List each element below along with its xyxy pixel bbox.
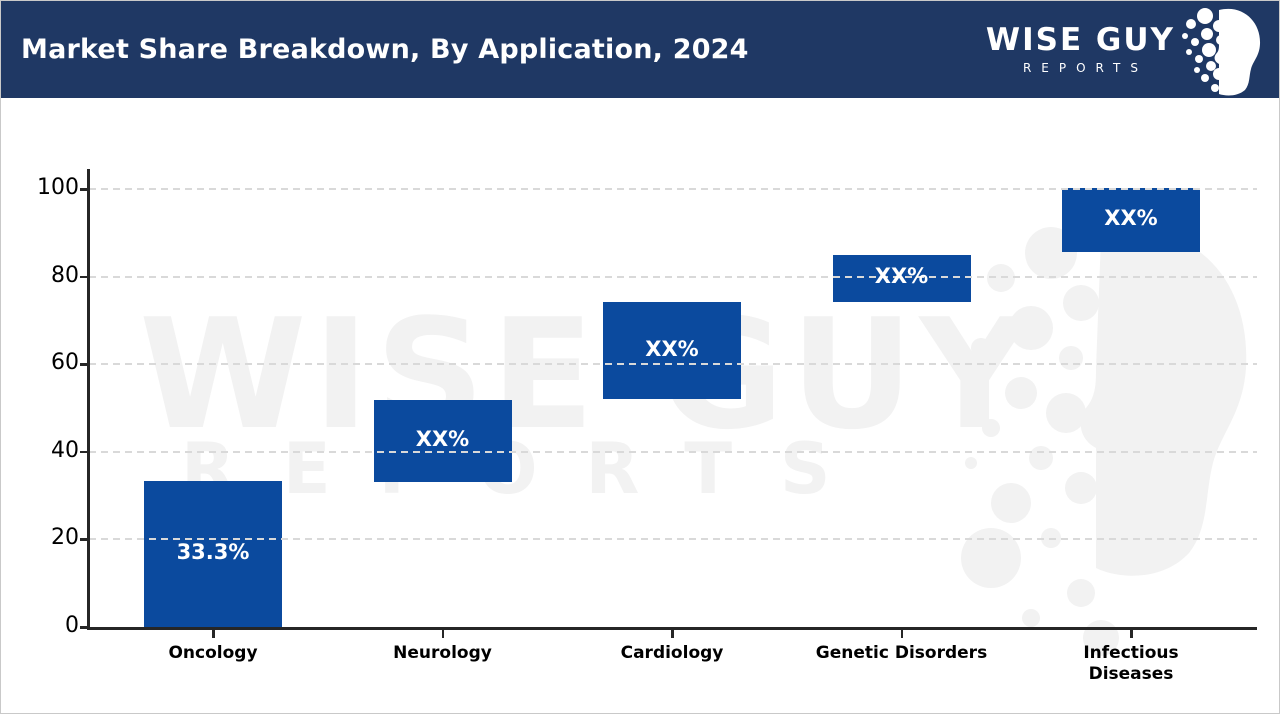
bar <box>1062 187 1200 253</box>
watermark-wordmark: WISE GUY <box>139 286 1036 463</box>
x-axis-label: Neurology <box>393 643 492 663</box>
logo-text: WISE GUY REPORTS <box>985 21 1175 75</box>
x-axis <box>87 627 1257 630</box>
bar <box>373 399 512 482</box>
wise-guy-reports-logo: WISE GUY REPORTS <box>986 4 1279 96</box>
y-tick-label: 20 <box>51 525 79 551</box>
x-tick <box>441 629 444 638</box>
watermark-reports: REPORTS <box>181 428 879 510</box>
y-tick <box>80 538 89 541</box>
bar <box>832 254 971 302</box>
y-axis <box>87 169 90 630</box>
y-tick <box>80 450 89 454</box>
bar-value-label: XX% <box>645 336 699 361</box>
logo-tagline: REPORTS <box>1022 60 1148 75</box>
bar <box>144 481 282 627</box>
bar-value-label: XX% <box>874 264 929 289</box>
y-tick-label: 80 <box>51 262 79 288</box>
y-tick-label: 0 <box>65 613 79 638</box>
y-tick <box>80 188 89 191</box>
waterfall-chart: WISE GUY REPORTS 0 20 40 60 80 100 33.3% Oncolo… <box>1 98 1279 713</box>
watermark-head-graphic <box>961 227 1247 656</box>
x-tick <box>671 629 674 638</box>
logo-head-icon <box>1182 7 1261 95</box>
bar-value-label: XX% <box>1104 206 1158 231</box>
gridline <box>89 275 1257 278</box>
gridline <box>89 450 1257 453</box>
gridline <box>89 188 1257 190</box>
y-tick <box>80 363 89 366</box>
y-tick <box>80 275 89 279</box>
bar <box>603 302 741 399</box>
gridline <box>89 538 1257 541</box>
y-tick <box>80 626 89 629</box>
header-banner: Market Share Breakdown, By Application, … <box>1 1 1279 98</box>
x-axis-label: Infectious Diseases <box>1083 643 1179 685</box>
x-axis-label: Cardiology <box>620 643 724 663</box>
bar-value-label: XX% <box>415 426 470 451</box>
page-title: Market Share Breakdown, By Application, … <box>21 34 749 65</box>
y-tick-label: 100 <box>37 175 79 200</box>
x-axis-label: Genetic Disorders <box>815 643 988 663</box>
y-tick-label: 60 <box>51 350 79 376</box>
y-tick-label: 40 <box>51 437 79 463</box>
x-tick <box>1130 629 1133 638</box>
gridline <box>89 363 1257 366</box>
bar-value-label: 33.3% <box>176 540 250 565</box>
x-tick <box>900 629 903 638</box>
logo-wordmark: WISE GUY <box>985 21 1175 58</box>
x-tick <box>212 629 215 638</box>
x-axis-label: Oncology <box>168 643 258 663</box>
